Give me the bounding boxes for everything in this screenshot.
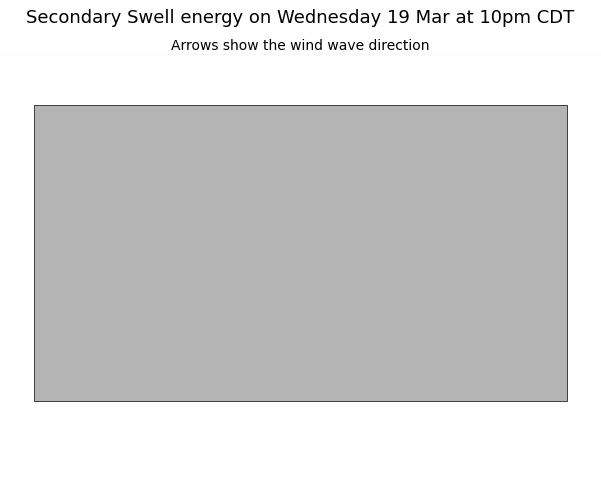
Text: Arrows show the wind wave direction: Arrows show the wind wave direction bbox=[171, 39, 430, 53]
Bar bbox=[34, 105, 567, 402]
Text: Secondary Swell energy on Wednesday 19 Mar at 10pm CDT: Secondary Swell energy on Wednesday 19 M… bbox=[26, 9, 575, 27]
